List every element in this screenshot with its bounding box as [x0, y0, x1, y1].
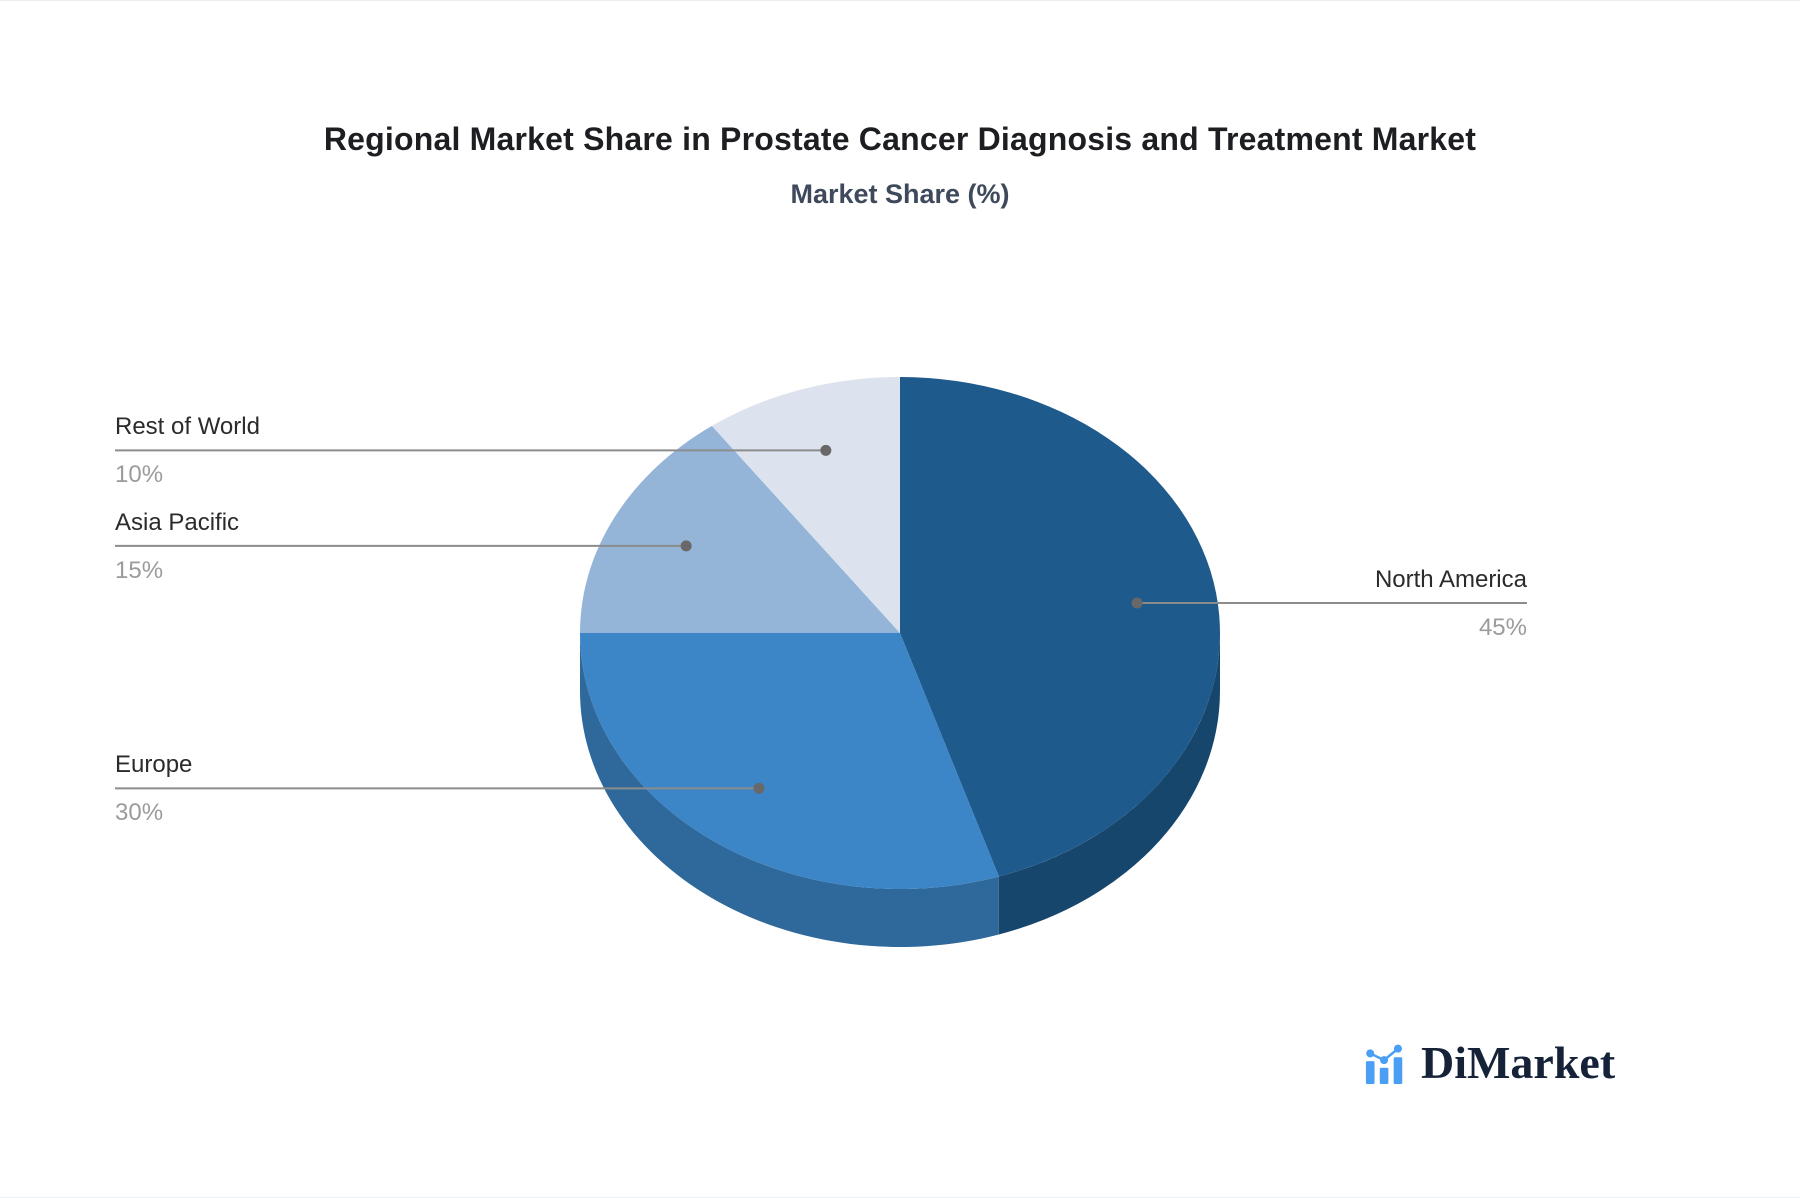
leader-dot [680, 540, 692, 552]
pie-slice-asia-pacific [580, 425, 900, 633]
slice-label: Europe [115, 751, 193, 779]
leader-dot [1131, 597, 1143, 609]
pie-slice-side [998, 633, 1220, 935]
slice-percentage: 30% [115, 799, 164, 827]
pie-slice-side [580, 633, 999, 947]
logo-text: DiMarket [1421, 1037, 1616, 1088]
chart-title: Regional Market Share in Prostate Cancer… [323, 121, 1477, 157]
slice-percentage: 15% [115, 556, 164, 584]
slice-label: Rest of World [115, 413, 260, 441]
leader-dot [820, 444, 832, 456]
bar-line-chart-icon [1365, 1044, 1403, 1085]
slice-label: Asia Pacific [115, 508, 240, 536]
slice-percentage: 10% [115, 461, 164, 489]
pie-slice-europe [580, 633, 999, 889]
slice-percentage: 45% [1478, 613, 1527, 641]
slice-label: North America [1374, 565, 1527, 593]
chart-subtitle: Market Share (%) [790, 179, 1010, 209]
leader-dot [753, 782, 765, 794]
pie-slice-north-america [900, 377, 1221, 877]
pie-slice-rest-of-world [711, 377, 900, 633]
dimarket-logo: DiMarket [1364, 1037, 1615, 1089]
